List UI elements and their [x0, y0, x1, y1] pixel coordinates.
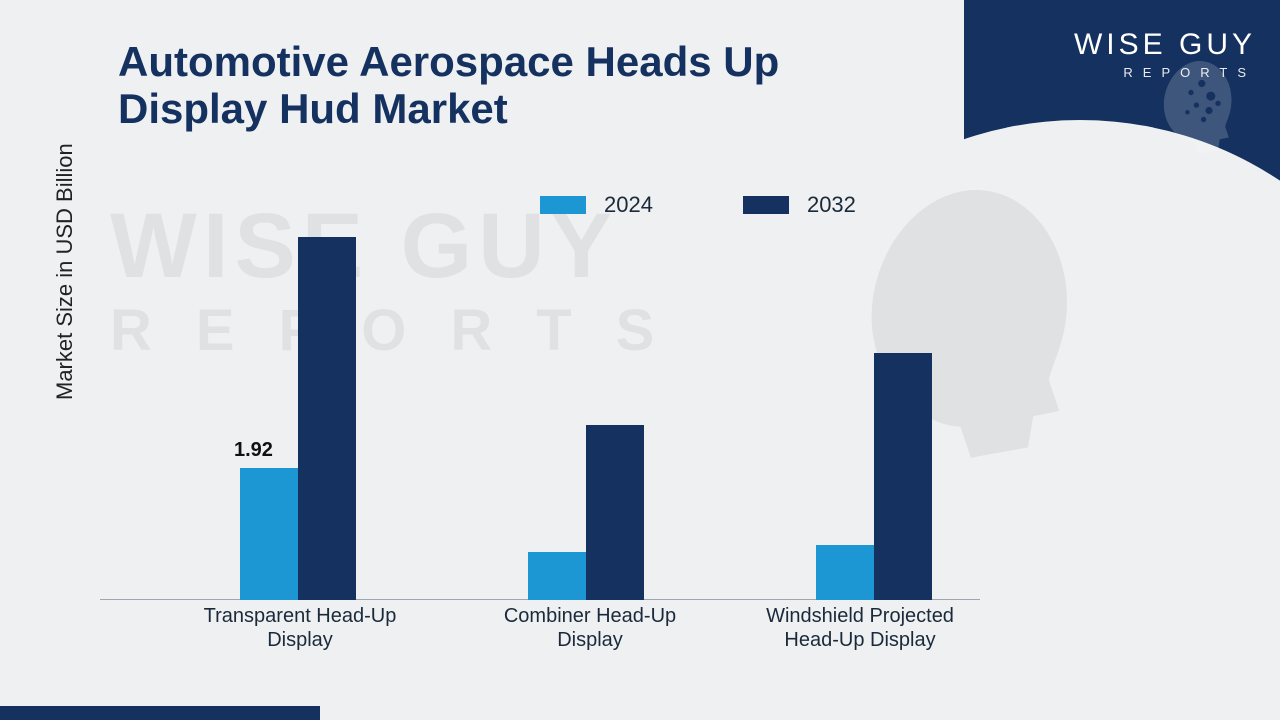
bar-2032 — [874, 353, 932, 600]
chart-title: Automotive Aerospace Heads Up Display Hu… — [118, 38, 878, 132]
bar-value-label: 1.92 — [234, 439, 273, 462]
bar-2024 — [240, 468, 298, 600]
legend-swatch-2024 — [540, 196, 586, 214]
bottom-accent-strip — [0, 706, 320, 720]
legend: 2024 2032 — [540, 192, 856, 218]
bar-2032 — [298, 237, 356, 600]
legend-item-2024: 2024 — [540, 192, 653, 218]
bar-2024 — [528, 552, 586, 600]
brand-block: WISE GUY REPORTS — [1074, 30, 1256, 79]
x-axis-label: Combiner Head-Up Display — [490, 604, 690, 652]
legend-swatch-2032 — [743, 196, 789, 214]
bar-2024 — [816, 545, 874, 600]
page-root: WISE GUY REPORTS Automotive Aerospace He… — [0, 0, 1280, 720]
brand-line2: REPORTS — [1074, 66, 1256, 79]
plot-area: 1.92 — [100, 230, 980, 600]
x-axis-label: Transparent Head-Up Display — [200, 604, 400, 652]
y-axis-label: Market Size in USD Billion — [52, 143, 78, 400]
legend-label-2032: 2032 — [807, 192, 856, 218]
bar-2032 — [586, 425, 644, 600]
x-axis-label: Windshield Projected Head-Up Display — [760, 604, 960, 652]
legend-label-2024: 2024 — [604, 192, 653, 218]
legend-item-2032: 2032 — [743, 192, 856, 218]
